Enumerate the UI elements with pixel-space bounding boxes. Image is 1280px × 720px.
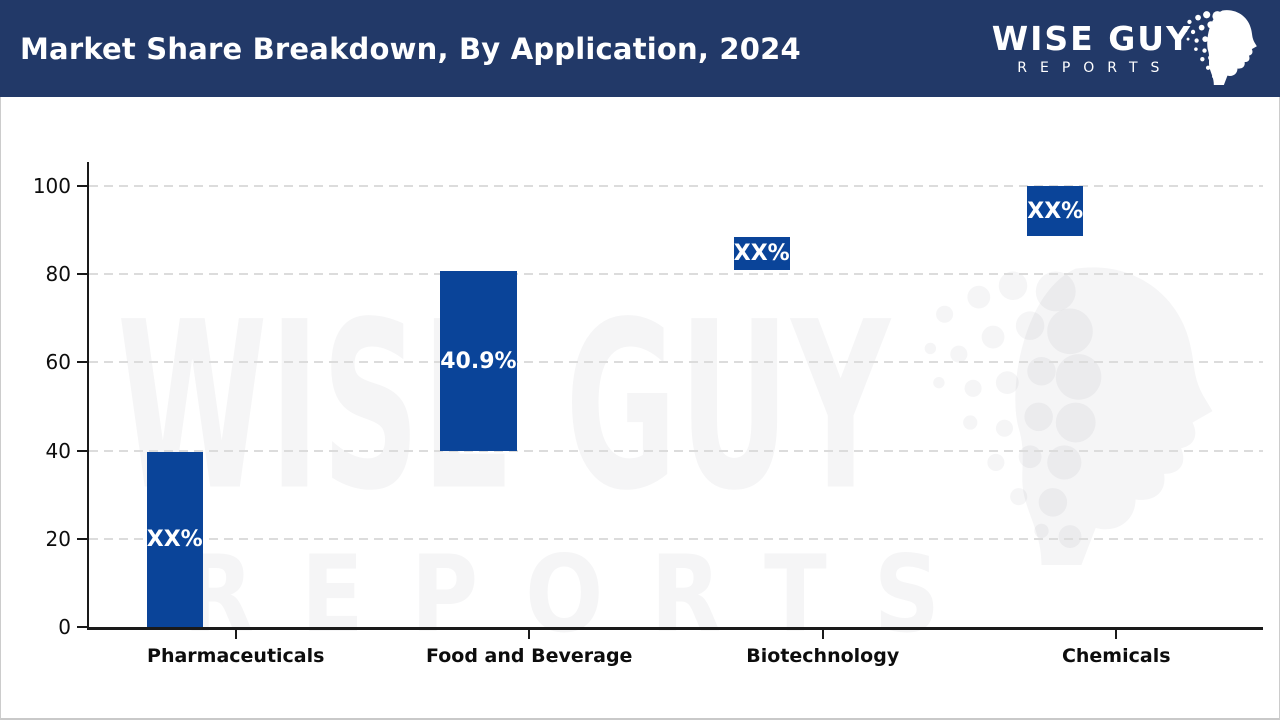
x-category-label-chemicals: Chemicals [1061, 645, 1171, 667]
y-tick-mark-100 [77, 185, 87, 188]
header: Market Share Breakdown, By Application, … [0, 0, 1280, 97]
x-category-label-pharmaceuticals: Pharmaceuticals [147, 645, 325, 667]
waterfall-chart: 0 20 40 60 80 100 XX% Pharmaceuticals 40.9% Food … [33, 162, 1263, 667]
wiseguy-logo: WISE GUY REPORTS [992, 9, 1264, 87]
y-tick-mark-40 [77, 449, 87, 452]
y-tick-label-80: 80 [45, 262, 71, 287]
y-tick-mark-80 [77, 273, 87, 276]
page-title: Market Share Breakdown, By Application, … [20, 31, 801, 66]
x-tick-mark-pharmaceuticals [234, 630, 237, 639]
bar-food-and-beverage: 40.9% [440, 271, 517, 452]
y-tick-label-40: 40 [45, 438, 71, 463]
y-tick-mark-60 [77, 361, 87, 364]
x-axis-line [87, 627, 1263, 630]
x-tick-mark-food-and-beverage [528, 630, 531, 639]
bar-value-label-chemicals: XX% [1027, 198, 1084, 224]
bar-chemicals: XX% [1027, 186, 1084, 237]
bar-value-label-pharmaceuticals: XX% [146, 526, 203, 552]
y-tick-label-20: 20 [45, 526, 71, 551]
bar-value-label-biotechnology: XX% [733, 241, 790, 267]
y-tick-label-0: 0 [58, 615, 71, 639]
y-tick-label-60: 60 [45, 350, 71, 375]
bar-biotechnology: XX% [733, 237, 790, 271]
x-category-label-biotechnology: Biotechnology [746, 645, 900, 667]
y-tick-mark-20 [77, 537, 87, 540]
gridline-100 [89, 185, 1263, 188]
logo-wordmark: WISE GUY [991, 18, 1192, 58]
bar-value-label-food-and-beverage: 40.9% [440, 348, 517, 374]
logo-subtitle: REPORTS [1017, 59, 1173, 76]
y-tick-mark-0 [77, 626, 87, 628]
logo-text: WISE GUY REPORTS [992, 22, 1192, 76]
x-tick-mark-chemicals [1115, 630, 1118, 639]
gridline-80 [89, 273, 1263, 276]
gridline-60 [89, 361, 1263, 364]
x-category-label-food-and-beverage: Food and Beverage [426, 645, 633, 667]
bar-pharmaceuticals: XX% [146, 451, 203, 627]
gridline-40 [89, 449, 1263, 452]
gridline-20 [89, 537, 1263, 540]
logo-face-icon [1184, 9, 1257, 85]
y-axis-line [87, 162, 89, 630]
x-tick-mark-biotechnology [821, 630, 824, 639]
chart-area: WISE GUY REPORTS 020406080100XX%Pharmace… [0, 97, 1280, 720]
y-tick-label-100: 100 [32, 174, 71, 199]
